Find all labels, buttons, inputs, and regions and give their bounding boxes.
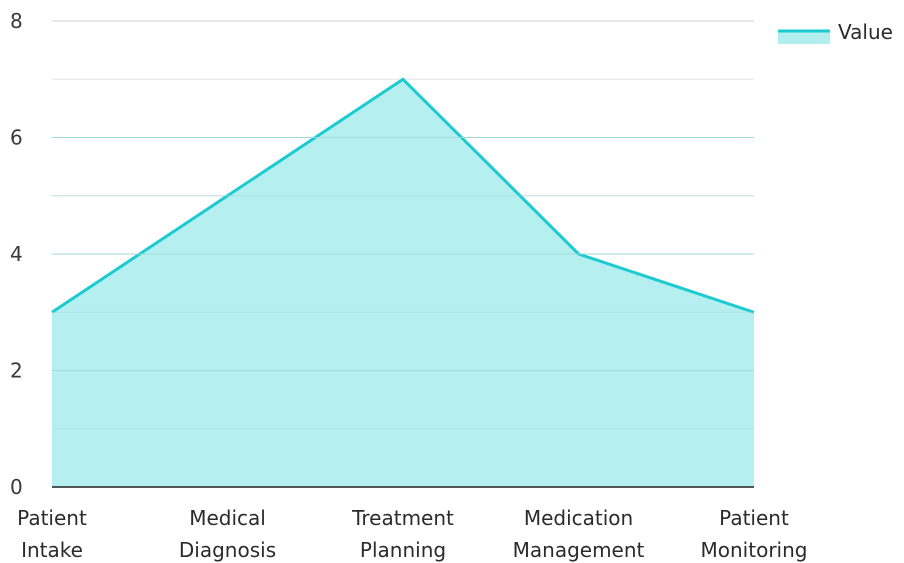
x-category-label: Patient Monitoring <box>701 506 808 562</box>
legend-swatch <box>778 30 830 44</box>
legend-label: Value <box>838 20 893 44</box>
grid-overlay <box>52 137 754 430</box>
x-axis-categories: Patient Intake Medical Diagnosis Treatment Pl… <box>17 506 807 562</box>
x-category-label: Patient Intake <box>17 506 87 562</box>
y-axis-ticks: 0 2 4 6 8 <box>10 9 23 499</box>
y-tick-label: 6 <box>10 126 23 150</box>
area-series <box>51 77 755 487</box>
y-tick-label: 0 <box>10 475 23 499</box>
x-category-label: Treatment Planning <box>351 506 454 562</box>
y-tick-label: 4 <box>10 242 23 266</box>
y-tick-label: 2 <box>10 359 23 383</box>
x-category-label: Medical Diagnosis <box>179 506 276 562</box>
y-tick-label: 8 <box>10 9 23 33</box>
x-category-label: Medication Management <box>513 506 645 562</box>
legend: Value <box>778 20 893 44</box>
area-fill <box>52 79 754 487</box>
